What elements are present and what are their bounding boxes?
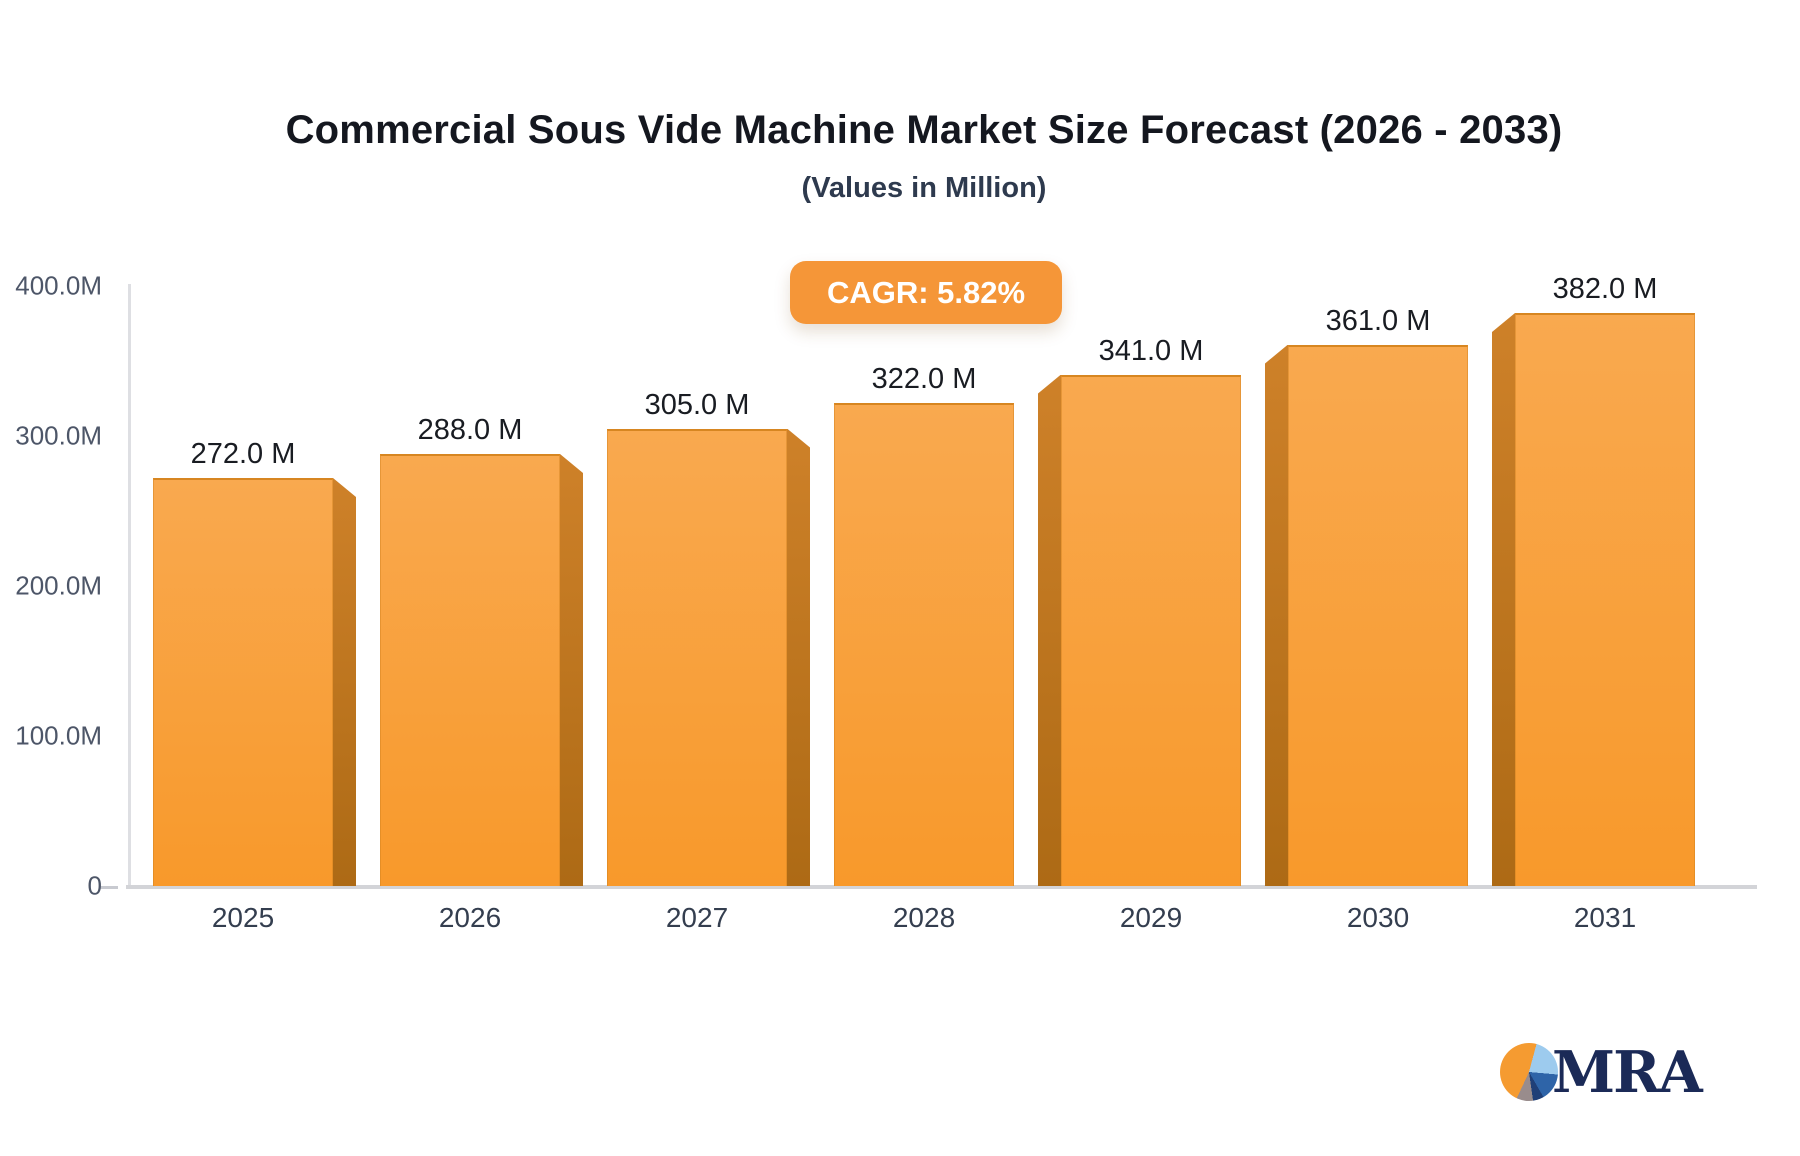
x-axis-label-2025: 2025 <box>211 902 275 933</box>
x-axis-label-2028: 2028 <box>892 902 956 933</box>
bar-2031 <box>1515 313 1695 886</box>
x-axis-line <box>126 885 1757 889</box>
x-axis-label-2026: 2026 <box>438 902 502 933</box>
bar-side-2030 <box>1265 344 1288 886</box>
cagr-badge: CAGR: 5.82% <box>790 261 1062 324</box>
mra-logo-text: MRA <box>1552 1038 1703 1106</box>
bar-2025 <box>153 478 333 886</box>
y-tick-label-300.0M: 300.0M <box>15 420 102 451</box>
zero-tick-mark <box>100 886 118 889</box>
bar-value-label-2031: 382.0 M <box>1552 273 1658 305</box>
bar-side-2026 <box>560 454 583 886</box>
bar-2028 <box>834 403 1014 886</box>
x-axis-label-2029: 2029 <box>1119 902 1183 933</box>
chart-title: Commercial Sous Vide Machine Market Size… <box>285 108 1563 152</box>
x-axis-label-2027: 2027 <box>665 902 729 933</box>
x-axis-label-2030: 2030 <box>1346 902 1410 933</box>
bar-side-2025 <box>333 478 356 886</box>
bar-side-2027 <box>787 428 810 886</box>
bar-value-label-2025: 272.0 M <box>190 438 296 470</box>
bar-side-2031 <box>1492 313 1515 886</box>
cagr-badge-label: CAGR: 5.82% <box>826 274 1026 310</box>
bar-value-label-2030: 361.0 M <box>1325 304 1431 337</box>
bar-2030 <box>1288 344 1468 886</box>
bar-2026 <box>380 454 560 886</box>
bar-value-label-2027: 305.0 M <box>644 388 750 421</box>
mra-logo-pie-icon <box>1500 1043 1558 1101</box>
bar-2027 <box>607 428 787 886</box>
chart-subtitle: (Values in Million) <box>801 172 1047 204</box>
y-tick-label-100.0M: 100.0M <box>15 720 102 751</box>
bar-side-2029 <box>1038 374 1061 886</box>
y-tick-label-0: 0 <box>87 870 102 901</box>
bar-value-label-2028: 322.0 M <box>871 363 977 395</box>
y-tick-label-200.0M: 200.0M <box>15 570 102 601</box>
bar-value-label-2029: 341.0 M <box>1098 334 1204 367</box>
mra-logo: MRA <box>1500 1036 1740 1108</box>
y-axis-line <box>128 284 131 888</box>
x-axis-label-2031: 2031 <box>1573 902 1637 933</box>
y-tick-label-400.0M: 400.0M <box>15 270 102 301</box>
bar-value-label-2026: 288.0 M <box>417 414 523 446</box>
bar-2029 <box>1061 374 1241 886</box>
